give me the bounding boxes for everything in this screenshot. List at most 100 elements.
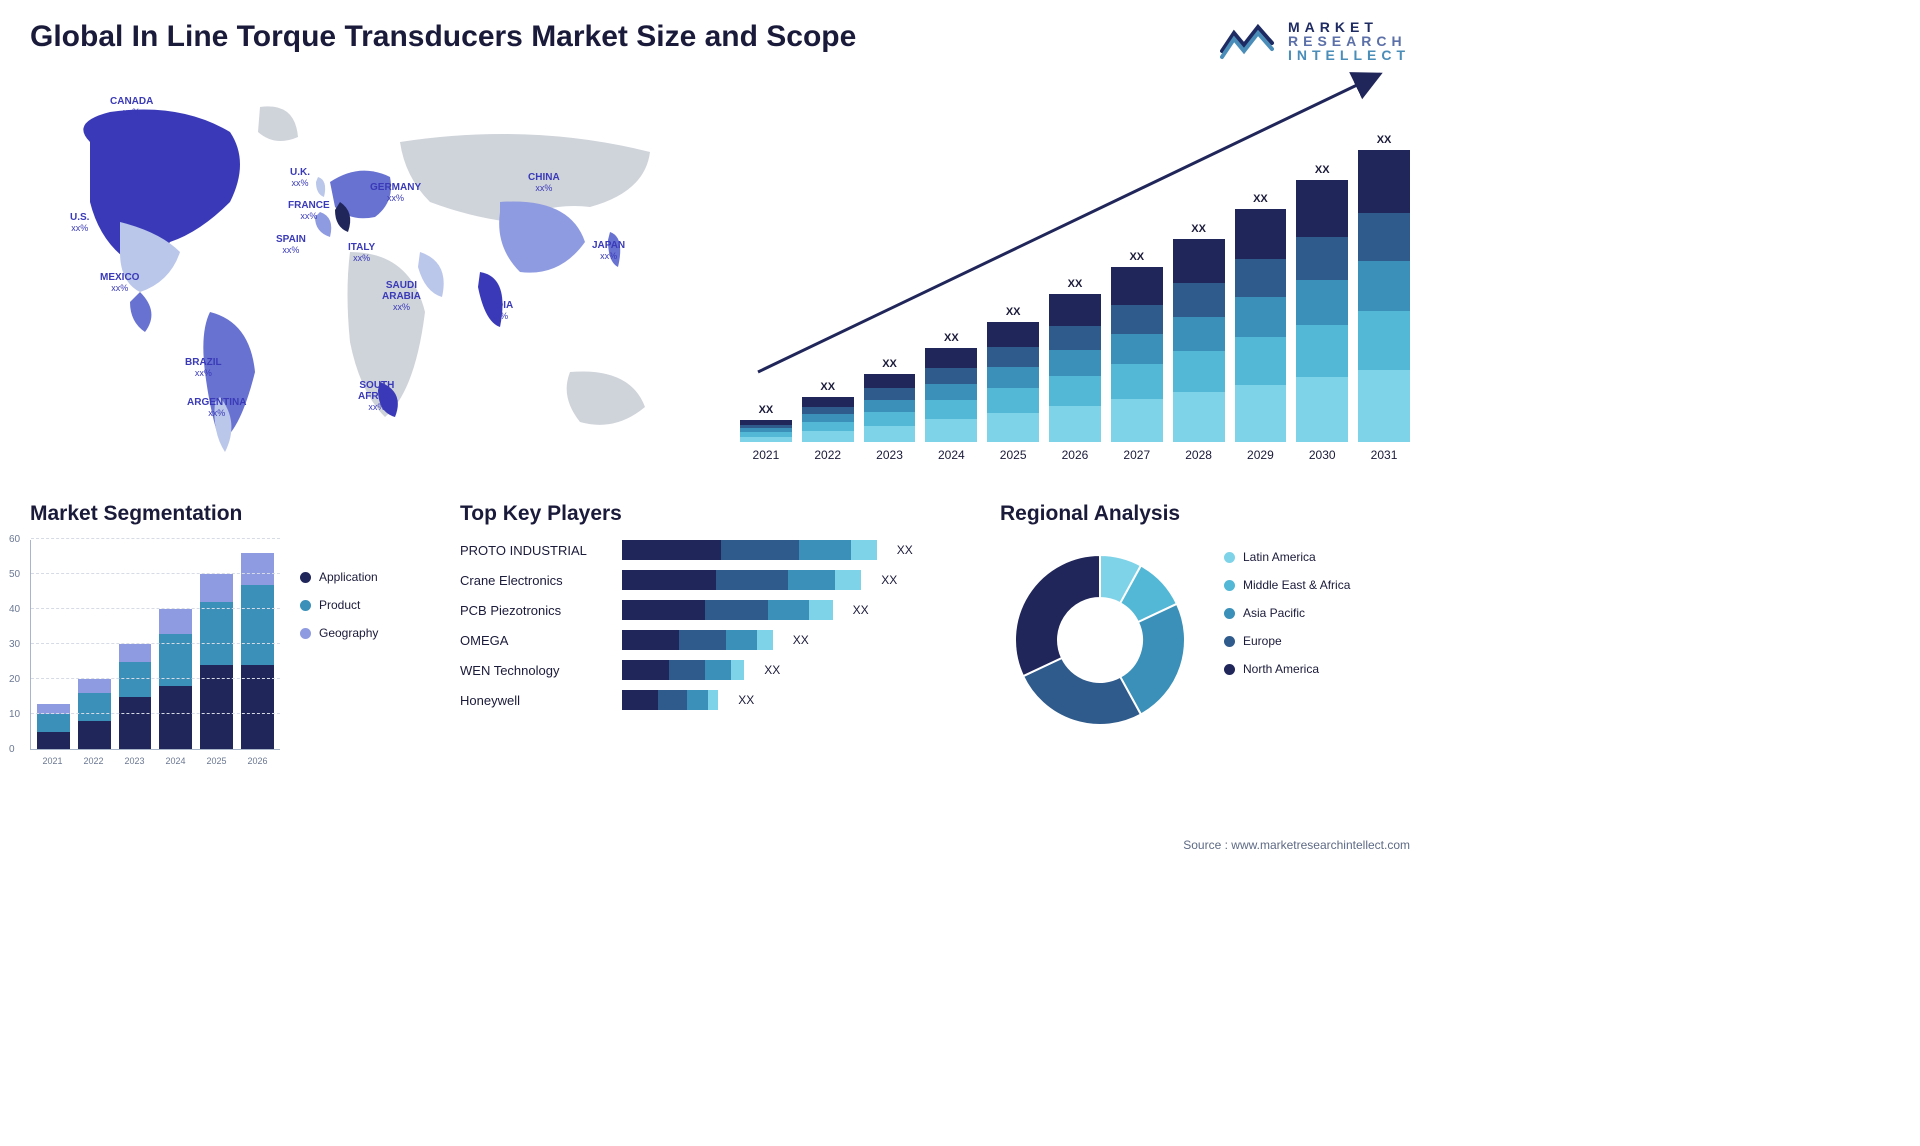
- main-bar-year: 2024: [925, 448, 977, 462]
- legend-label: Middle East & Africa: [1243, 578, 1350, 592]
- player-bar: [622, 540, 877, 560]
- map-country-label: SPAINxx%: [276, 234, 306, 256]
- seg-x-label: 2025: [200, 756, 233, 766]
- main-bar-year: 2031: [1358, 448, 1410, 462]
- seg-y-tick: 10: [9, 709, 20, 720]
- player-bar: [622, 660, 744, 680]
- main-bar-year: 2022: [802, 448, 854, 462]
- map-country-label: U.S.xx%: [70, 212, 89, 234]
- segmentation-legend: Application Product Geography: [300, 540, 378, 766]
- legend-dot-icon: [1224, 664, 1235, 675]
- main-bar-year: 2021: [740, 448, 792, 462]
- seg-y-tick: 0: [9, 744, 15, 755]
- seg-x-label: 2021: [36, 756, 69, 766]
- legend-dot-icon: [1224, 636, 1235, 647]
- regional-donut-chart: [1000, 540, 1200, 740]
- main-bar-column: XX: [1235, 193, 1287, 442]
- main-bar-value: XX: [1253, 193, 1268, 205]
- main-bar-column: XX: [1111, 251, 1163, 442]
- player-name: PROTO INDUSTRIAL: [460, 543, 610, 558]
- map-country-label: MEXICOxx%: [100, 272, 139, 294]
- player-name: Honeywell: [460, 693, 610, 708]
- seg-y-tick: 30: [9, 639, 20, 650]
- seg-bar-column: [200, 574, 233, 749]
- logo-text-2: RESEARCH: [1288, 34, 1410, 48]
- map-country-label: ARGENTINAxx%: [187, 397, 246, 419]
- logo-icon: [1220, 21, 1276, 61]
- main-bar-value: XX: [944, 332, 959, 344]
- map-country-label: ITALYxx%: [348, 242, 375, 264]
- player-name: Crane Electronics: [460, 573, 610, 588]
- player-bar: [622, 570, 861, 590]
- main-bar-year: 2028: [1173, 448, 1225, 462]
- main-bar-value: XX: [1191, 223, 1206, 235]
- main-bar-value: XX: [1068, 278, 1083, 290]
- legend-dot-icon: [300, 628, 311, 639]
- legend-item: Application: [300, 570, 378, 584]
- main-bar-year: 2025: [987, 448, 1039, 462]
- regional-title: Regional Analysis: [1000, 502, 1410, 526]
- legend-dot-icon: [300, 600, 311, 611]
- map-country-label: SOUTHAFRICAxx%: [358, 380, 396, 413]
- seg-x-label: 2024: [159, 756, 192, 766]
- seg-bar-column: [241, 553, 274, 749]
- seg-y-tick: 60: [9, 534, 20, 545]
- legend-label: Latin America: [1243, 550, 1316, 564]
- seg-x-label: 2022: [77, 756, 110, 766]
- player-value: XX: [738, 693, 754, 707]
- segmentation-chart: 1020304050600 202120222023202420252026: [30, 540, 280, 766]
- legend-item: Geography: [300, 626, 378, 640]
- legend-dot-icon: [1224, 580, 1235, 591]
- main-bar-value: XX: [820, 381, 835, 393]
- main-bar-column: XX: [864, 358, 916, 442]
- main-bar-column: XX: [740, 404, 792, 442]
- player-bar: [622, 630, 773, 650]
- segmentation-panel: Market Segmentation 1020304050600 202120…: [30, 502, 430, 766]
- main-bar-value: XX: [759, 404, 774, 416]
- legend-item: Product: [300, 598, 378, 612]
- main-bar-column: XX: [802, 381, 854, 442]
- logo-text-1: MARKET: [1288, 20, 1410, 34]
- legend-label: Asia Pacific: [1243, 606, 1305, 620]
- main-bar-column: XX: [1173, 223, 1225, 442]
- player-row: WEN TechnologyXX: [460, 660, 970, 680]
- seg-y-tick: 40: [9, 604, 20, 615]
- player-name: WEN Technology: [460, 663, 610, 678]
- main-bar-column: XX: [1358, 134, 1410, 442]
- player-value: XX: [881, 573, 897, 587]
- legend-item: North America: [1224, 662, 1350, 676]
- legend-item: Europe: [1224, 634, 1350, 648]
- main-bar-value: XX: [1129, 251, 1144, 263]
- main-bar-column: XX: [925, 332, 977, 442]
- main-bar-column: XX: [987, 306, 1039, 442]
- main-bar-value: XX: [1315, 164, 1330, 176]
- player-row: PCB Piezotronics XX: [460, 600, 970, 620]
- seg-bar-column: [37, 704, 70, 750]
- map-country-label: GERMANYxx%: [370, 182, 421, 204]
- segmentation-title: Market Segmentation: [30, 502, 430, 526]
- map-country-label: CANADAxx%: [110, 96, 153, 118]
- seg-bar-column: [78, 679, 111, 749]
- main-bar-year: 2026: [1049, 448, 1101, 462]
- legend-item: Asia Pacific: [1224, 606, 1350, 620]
- map-country-label: BRAZILxx%: [185, 357, 222, 379]
- main-bar-value: XX: [1006, 306, 1021, 318]
- map-country-label: JAPANxx%: [592, 240, 625, 262]
- player-value: XX: [897, 543, 913, 557]
- legend-label: Application: [319, 570, 378, 584]
- legend-dot-icon: [1224, 552, 1235, 563]
- player-row: PROTO INDUSTRIAL XX: [460, 540, 970, 560]
- regional-panel: Regional Analysis Latin America Middle Ea…: [1000, 502, 1410, 766]
- players-panel: Top Key Players PROTO INDUSTRIALXXCrane …: [460, 502, 970, 766]
- seg-bar-column: [119, 644, 152, 749]
- legend-dot-icon: [300, 572, 311, 583]
- seg-y-tick: 20: [9, 674, 20, 685]
- player-name: PCB Piezotronics: [460, 603, 610, 618]
- main-bar-column: XX: [1296, 164, 1348, 442]
- player-row: OMEGAXX: [460, 630, 970, 650]
- player-row: Crane Electronics XX: [460, 570, 970, 590]
- main-bar-column: XX: [1049, 278, 1101, 442]
- world-map-panel: CANADAxx% U.S.xx% MEXICOxx% BRAZILxx% ARGENT…: [30, 82, 700, 462]
- seg-x-label: 2026: [241, 756, 274, 766]
- player-value: XX: [853, 603, 869, 617]
